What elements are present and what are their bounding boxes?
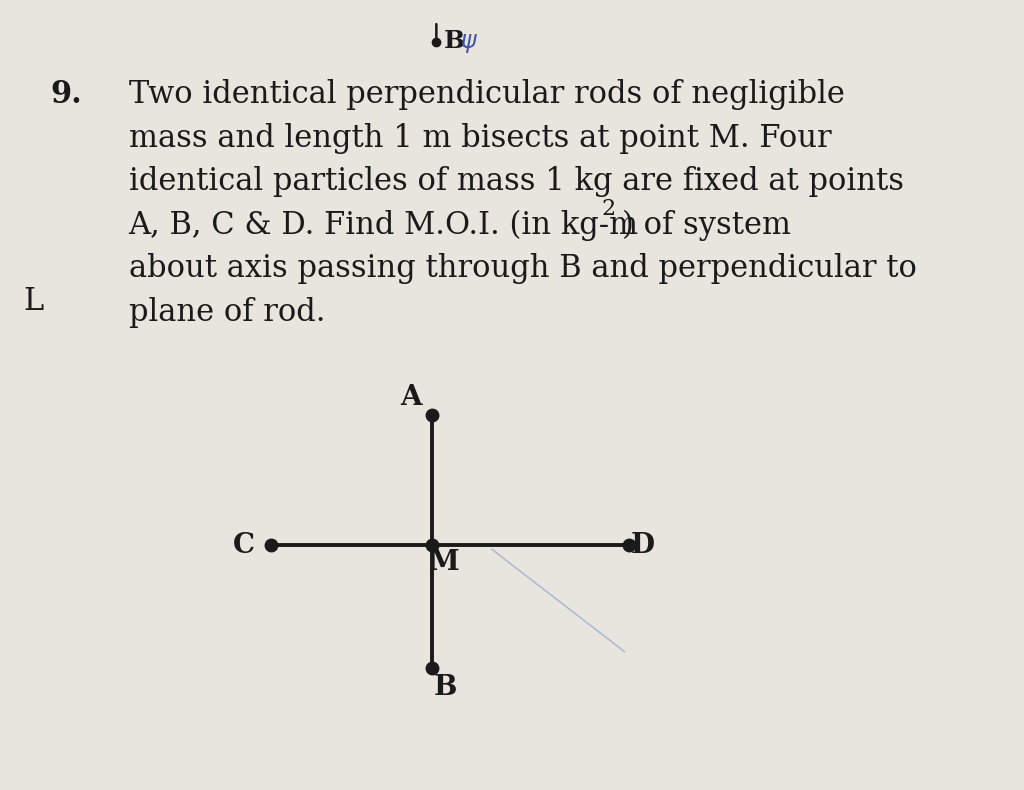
Text: ) of system: ) of system	[622, 209, 791, 241]
Text: Two identical perpendicular rods of negligible: Two identical perpendicular rods of negl…	[129, 79, 845, 111]
Text: M: M	[428, 549, 459, 576]
Text: A: A	[400, 384, 422, 411]
Text: mass and length 1 m bisects at point M. Four: mass and length 1 m bisects at point M. …	[129, 122, 831, 154]
Text: D: D	[631, 532, 655, 559]
Text: 2: 2	[602, 198, 615, 220]
Text: B: B	[434, 674, 458, 701]
Text: plane of rod.: plane of rod.	[129, 296, 325, 328]
Text: C: C	[232, 532, 254, 559]
Text: L: L	[23, 286, 43, 318]
Text: about axis passing through B and perpendicular to: about axis passing through B and perpend…	[129, 253, 916, 284]
Text: ψ: ψ	[461, 29, 477, 53]
Text: A, B, C & D. Find M.O.I. (in kg-m: A, B, C & D. Find M.O.I. (in kg-m	[129, 209, 639, 241]
Text: B: B	[443, 29, 465, 53]
Text: 9.: 9.	[50, 79, 82, 111]
Text: identical particles of mass 1 kg are fixed at points: identical particles of mass 1 kg are fix…	[129, 166, 903, 198]
